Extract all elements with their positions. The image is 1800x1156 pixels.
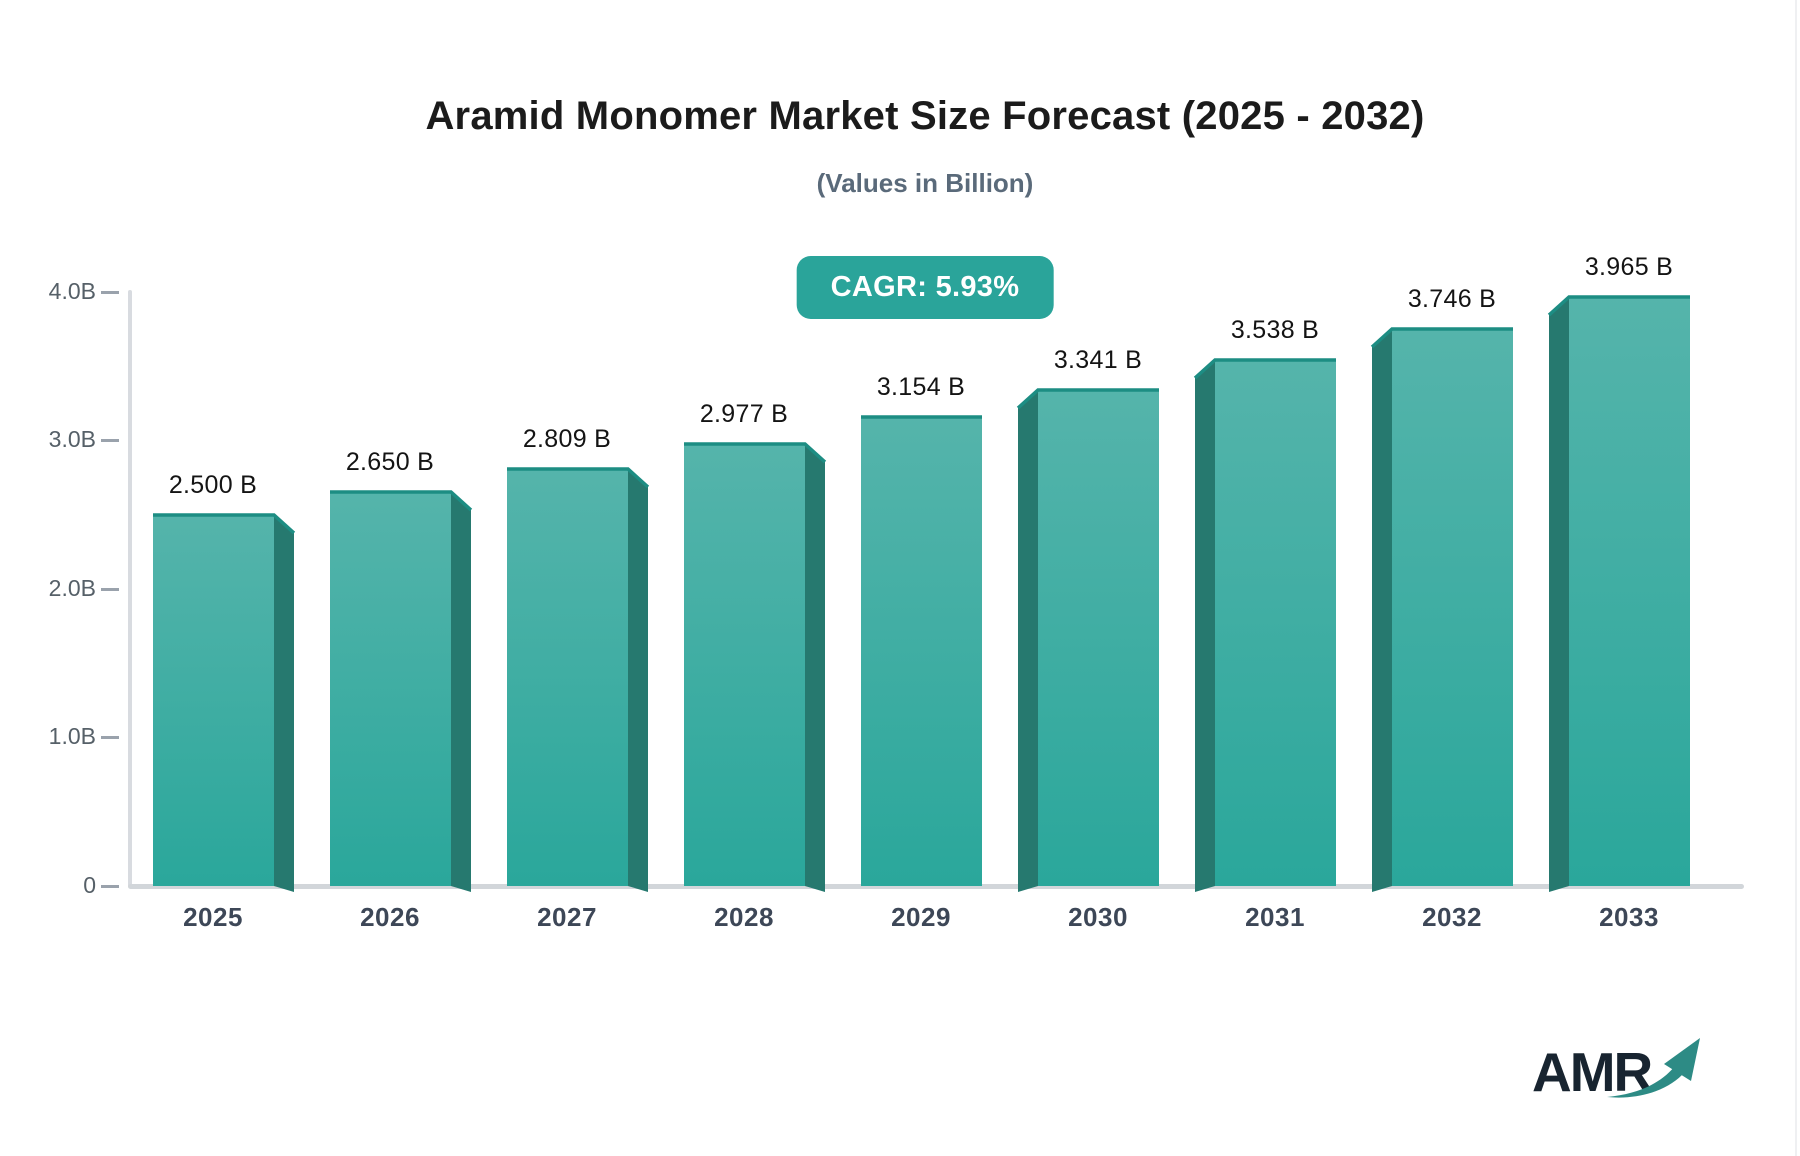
- bar-side: [1372, 329, 1392, 892]
- y-tick-label: 4.0B: [48, 277, 96, 304]
- x-axis-label: 2030: [1068, 902, 1128, 932]
- x-axis-label: 2025: [183, 902, 243, 932]
- y-tick-label: 3.0B: [48, 426, 96, 453]
- x-axis-label: 2032: [1422, 902, 1482, 932]
- bar-2025: [153, 513, 296, 892]
- bar-top-edge: [330, 490, 473, 512]
- bar-face: [507, 469, 628, 886]
- x-axis-label: 2029: [891, 902, 951, 932]
- x-axis-label: 2027: [537, 902, 597, 932]
- bar-top-edge: [153, 513, 296, 535]
- bar-face: [861, 417, 982, 886]
- bar-2032: [1370, 327, 1513, 892]
- bar-2031: [1193, 358, 1336, 892]
- y-tick-label: 1.0B: [48, 723, 96, 750]
- y-tick-mark: [101, 439, 119, 443]
- bar-face: [1215, 360, 1336, 886]
- y-tick-mark: [101, 736, 119, 740]
- bar-top-edge: [507, 467, 650, 489]
- value-label: 2.809 B: [522, 425, 612, 453]
- bar-top-edge: [1193, 358, 1336, 380]
- x-axis-baseline: [128, 884, 1744, 889]
- value-label: 3.154 B: [876, 373, 966, 401]
- bar-top-edge: [684, 442, 827, 464]
- page-edge: [1795, 0, 1797, 1156]
- bar-face: [1392, 329, 1513, 886]
- bar-side: [628, 469, 648, 892]
- value-label: 3.538 B: [1230, 316, 1320, 344]
- value-label: 2.500 B: [168, 471, 258, 499]
- y-tick-label: 2.0B: [48, 574, 96, 601]
- bar-face: [1569, 297, 1690, 886]
- bar-face: [330, 492, 451, 886]
- y-tick-mark: [101, 885, 119, 888]
- bar-side: [1195, 360, 1215, 892]
- bar-face: [684, 444, 805, 886]
- bar-face: [1038, 390, 1159, 886]
- bar-face: [153, 515, 274, 886]
- value-label: 3.341 B: [1053, 346, 1143, 374]
- bar-top-edge: [1547, 295, 1690, 317]
- y-axis-line: [128, 290, 132, 888]
- bar-side: [451, 492, 471, 892]
- bar-2029: [861, 415, 982, 886]
- bar-top-edge: [1370, 327, 1513, 349]
- value-label: 3.746 B: [1407, 285, 1497, 313]
- chart-title: Aramid Monomer Market Size Forecast (202…: [425, 94, 1425, 138]
- logo-arrow-icon: [1607, 1038, 1700, 1098]
- bar-2030: [1016, 388, 1159, 892]
- value-label: 2.977 B: [699, 400, 789, 428]
- x-axis-label: 2031: [1245, 902, 1305, 932]
- y-tick-mark: [101, 290, 119, 294]
- chart-subtitle: (Values in Billion): [816, 168, 1034, 198]
- y-tick-label: 0: [83, 872, 96, 898]
- x-axis-label: 2028: [714, 902, 774, 932]
- bar-2026: [330, 490, 473, 892]
- bar-side: [274, 515, 294, 892]
- bar-2028: [684, 442, 827, 892]
- bar-side: [1018, 390, 1038, 892]
- bar-side: [805, 444, 825, 892]
- value-label: 3.965 B: [1584, 253, 1674, 281]
- value-label: 2.650 B: [345, 448, 435, 476]
- bar-2033: [1547, 295, 1690, 892]
- bar-2027: [507, 467, 650, 892]
- x-axis-label: 2033: [1599, 902, 1659, 932]
- cagr-badge: CAGR: 5.93%: [796, 256, 1054, 319]
- bar-side: [1549, 297, 1569, 892]
- y-tick-mark: [101, 587, 119, 591]
- bar-top-edge: [1016, 388, 1159, 410]
- x-axis-label: 2026: [360, 902, 420, 932]
